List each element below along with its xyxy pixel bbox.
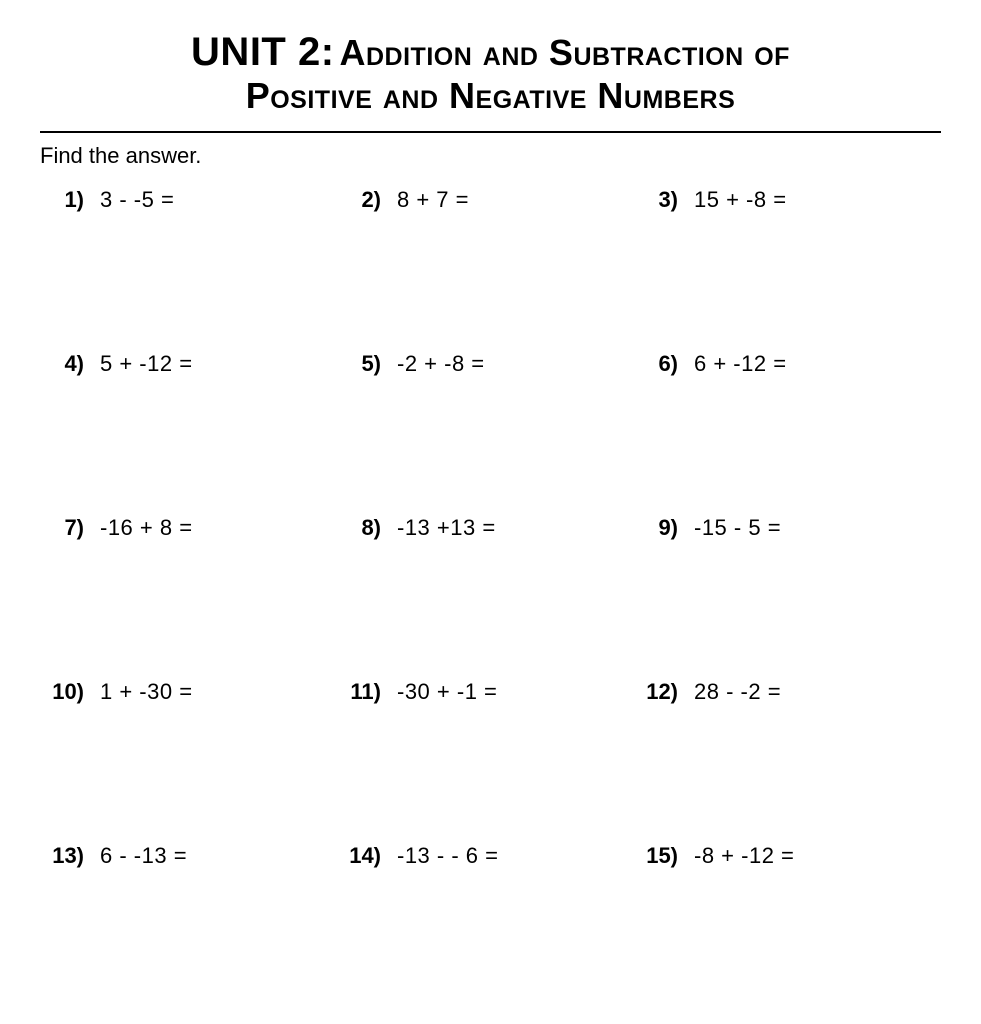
title-line-2: Positive and Negative Numbers xyxy=(40,75,941,117)
problem-number: 5) xyxy=(347,351,381,377)
problem-13: 13) 6 - -13 = xyxy=(50,843,337,869)
problem-number: 10) xyxy=(50,679,84,705)
problem-expression: -2 + -8 = xyxy=(397,351,485,377)
problem-11: 11) -30 + -1 = xyxy=(347,679,634,705)
problem-expression: -16 + 8 = xyxy=(100,515,193,541)
problem-expression: -30 + -1 = xyxy=(397,679,497,705)
problem-14: 14) -13 - - 6 = xyxy=(347,843,634,869)
title-line1-rest: Addition and Subtraction of xyxy=(340,32,790,73)
problem-expression: -8 + -12 = xyxy=(694,843,794,869)
unit-label: UNIT 2: xyxy=(191,30,335,74)
worksheet-title: UNIT 2: Addition and Subtraction of Posi… xyxy=(40,30,941,117)
problem-number: 12) xyxy=(644,679,678,705)
problem-number: 2) xyxy=(347,187,381,213)
problem-expression: 8 + 7 = xyxy=(397,187,469,213)
title-rule xyxy=(40,131,941,133)
problem-expression: 3 - -5 = xyxy=(100,187,174,213)
problem-6: 6) 6 + -12 = xyxy=(644,351,931,377)
problem-4: 4) 5 + -12 = xyxy=(50,351,337,377)
problem-expression: 6 - -13 = xyxy=(100,843,187,869)
problem-10: 10) 1 + -30 = xyxy=(50,679,337,705)
problem-expression: 6 + -12 = xyxy=(694,351,787,377)
problem-expression: -13 +13 = xyxy=(397,515,496,541)
problem-expression: -15 - 5 = xyxy=(694,515,781,541)
problem-number: 13) xyxy=(50,843,84,869)
problem-number: 1) xyxy=(50,187,84,213)
problem-3: 3) 15 + -8 = xyxy=(644,187,931,213)
problem-1: 1) 3 - -5 = xyxy=(50,187,337,213)
instruction-text: Find the answer. xyxy=(40,143,941,169)
problems-grid: 1) 3 - -5 = 2) 8 + 7 = 3) 15 + -8 = 4) 5… xyxy=(40,187,941,909)
problem-8: 8) -13 +13 = xyxy=(347,515,634,541)
problem-number: 9) xyxy=(644,515,678,541)
problem-5: 5) -2 + -8 = xyxy=(347,351,634,377)
problem-expression: 5 + -12 = xyxy=(100,351,193,377)
problem-number: 7) xyxy=(50,515,84,541)
problem-expression: 1 + -30 = xyxy=(100,679,193,705)
problem-number: 8) xyxy=(347,515,381,541)
problem-number: 3) xyxy=(644,187,678,213)
problem-15: 15) -8 + -12 = xyxy=(644,843,931,869)
problem-expression: 15 + -8 = xyxy=(694,187,787,213)
problem-number: 4) xyxy=(50,351,84,377)
problem-7: 7) -16 + 8 = xyxy=(50,515,337,541)
problem-number: 11) xyxy=(347,679,381,705)
problem-number: 14) xyxy=(347,843,381,869)
problem-number: 6) xyxy=(644,351,678,377)
problem-expression: 28 - -2 = xyxy=(694,679,781,705)
problem-number: 15) xyxy=(644,843,678,869)
problem-2: 2) 8 + 7 = xyxy=(347,187,634,213)
problem-12: 12) 28 - -2 = xyxy=(644,679,931,705)
title-line-1: UNIT 2: Addition and Subtraction of xyxy=(40,30,941,75)
problem-9: 9) -15 - 5 = xyxy=(644,515,931,541)
problem-expression: -13 - - 6 = xyxy=(397,843,498,869)
